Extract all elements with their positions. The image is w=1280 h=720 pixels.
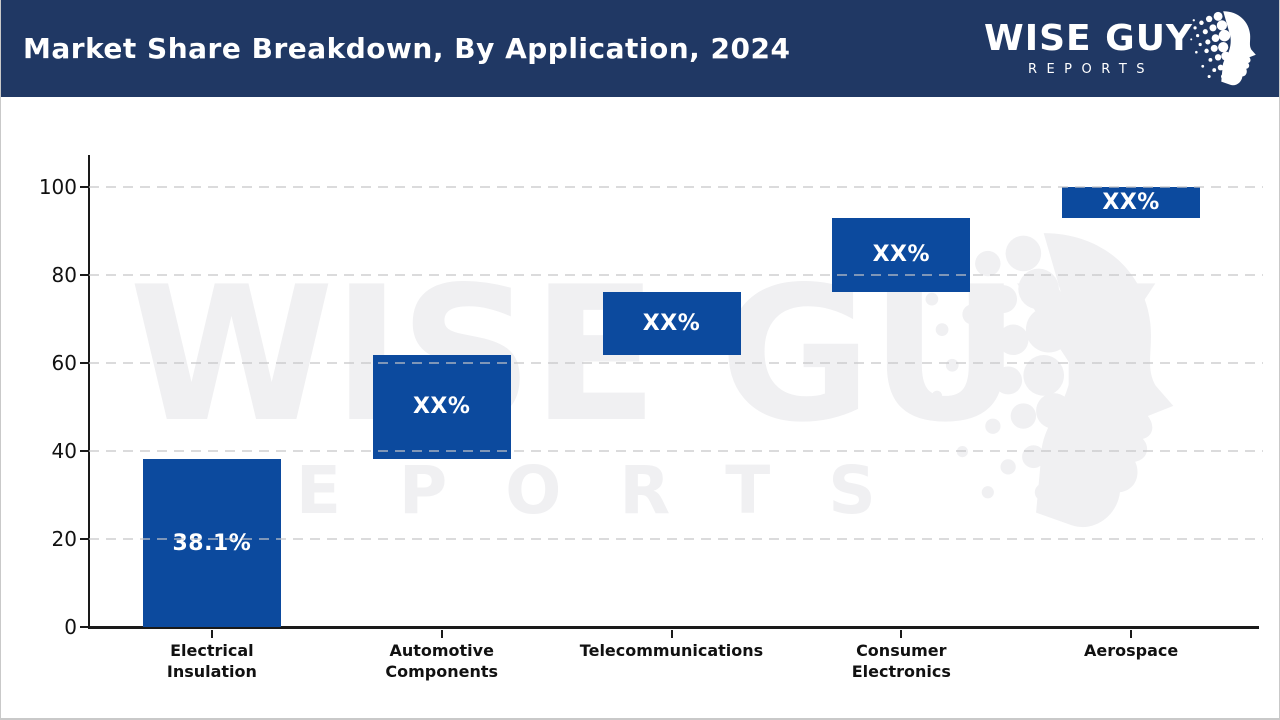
x-axis-tick-electrical-insulation [210, 630, 213, 638]
y-axis-tick-0 [80, 626, 89, 628]
y-axis-tick-label-40: 40 [51, 439, 77, 463]
y-axis-tick-label-100: 100 [38, 175, 77, 199]
bar-value-label-telecommunications: XX% [642, 310, 701, 336]
x-axis-tick-label-consumer-electronics: Consumer Electronics [851, 641, 951, 681]
x-axis-tick-aerospace [1130, 630, 1133, 638]
y-axis-tick-label-80: 80 [51, 263, 77, 287]
bar-consumer-electronics: XX% [832, 217, 971, 292]
header-bar: Market Share Breakdown, By Application, … [1, 0, 1279, 97]
bar-electrical-insulation: 38.1% [142, 459, 281, 627]
bar-value-label-consumer-electronics: XX% [872, 242, 931, 268]
y-axis-tick-label-60: 60 [51, 351, 77, 375]
bar-aerospace: XX% [1062, 187, 1201, 218]
x-axis-tick-label-telecommunications: Telecommunications [579, 641, 764, 660]
y-axis-tick-label-20: 20 [51, 527, 77, 551]
bar-telecommunications: XX% [602, 291, 741, 355]
logo-wordmark-line2: REPORTS [1027, 61, 1155, 77]
y-axis-line [88, 155, 90, 628]
y-axis-tick-20 [80, 538, 89, 540]
wiseguy-head-icon [1190, 10, 1256, 85]
wiseguy-logo: WISE GUY REPORTS [984, 8, 1259, 90]
x-axis-tick-consumer-electronics [900, 630, 903, 638]
bar-automotive-components: XX% [372, 354, 511, 460]
x-axis-tick-label-aerospace: Aerospace [1083, 641, 1179, 660]
x-axis-line [88, 626, 1259, 629]
page-title: Market Share Breakdown, By Application, … [23, 32, 791, 65]
bar-value-label-electrical-insulation: 38.1% [172, 530, 252, 556]
logo-wordmark: WISE GUY REPORTS [983, 17, 1193, 77]
bar-value-label-aerospace: XX% [1102, 189, 1160, 215]
gridline-20 [89, 538, 1263, 540]
gridline-100 [89, 186, 1263, 188]
gridline-60 [89, 362, 1263, 364]
y-axis-tick-100 [80, 186, 89, 188]
bar-value-label-automotive-components: XX% [412, 394, 471, 420]
x-axis-tick-telecommunications [670, 630, 673, 638]
x-axis-tick-automotive-components [440, 630, 443, 638]
y-axis-tick-60 [80, 362, 89, 364]
x-axis-tick-label-automotive-components: Automotive Components [385, 641, 499, 681]
y-axis-tick-80 [80, 274, 89, 276]
y-axis-tick-label-0: 0 [64, 615, 77, 639]
gridline-80 [89, 274, 1263, 276]
y-axis-tick-40 [80, 450, 89, 452]
logo-wordmark-line1: WISE GUY [983, 17, 1193, 59]
x-axis-tick-label-electrical-insulation: Electrical Insulation [166, 641, 257, 681]
gridline-40 [89, 450, 1263, 452]
